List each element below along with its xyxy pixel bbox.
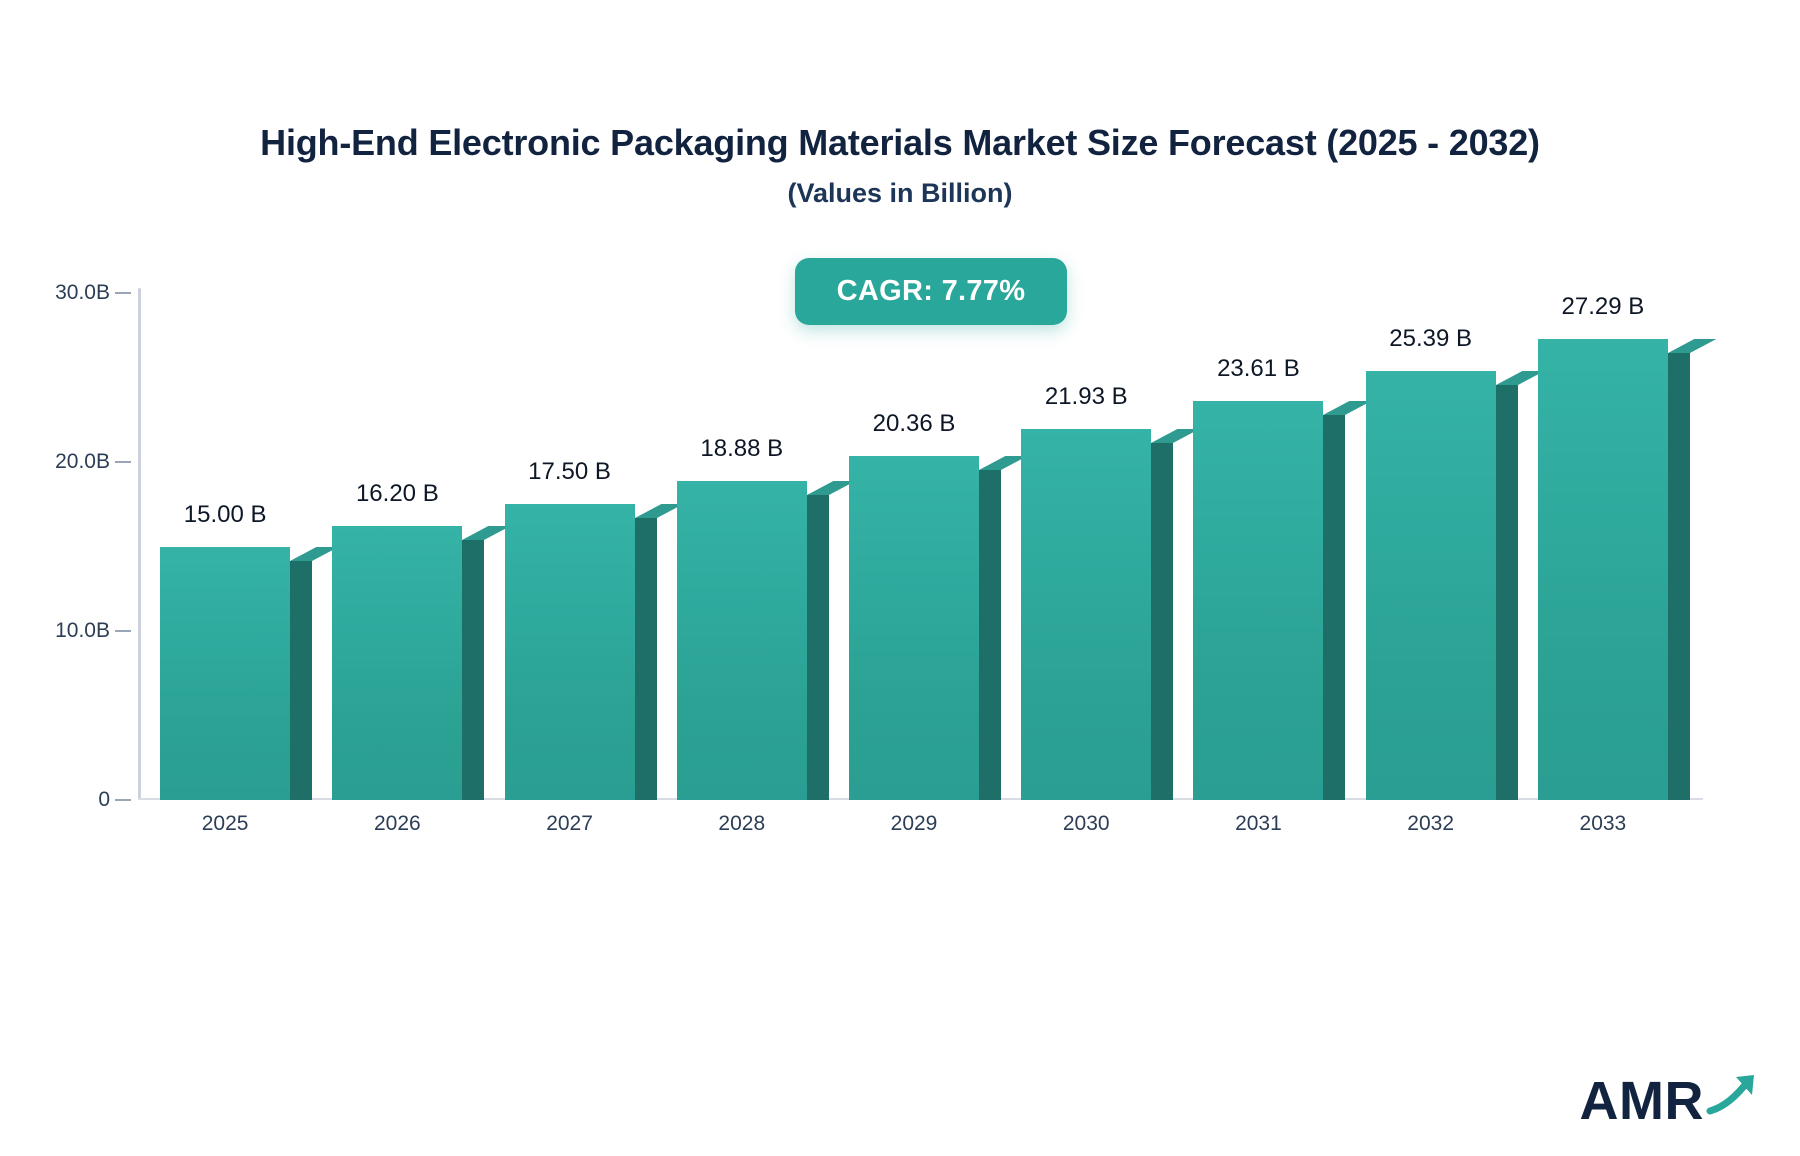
bar-value-label: 27.29 B <box>1561 292 1645 320</box>
logo-text: AMR <box>1579 1071 1704 1131</box>
bar-value-label: 17.50 B <box>528 458 611 486</box>
bar <box>676 480 856 800</box>
bar-side-face <box>462 540 485 800</box>
bar-top-face <box>1323 400 1372 415</box>
bar-front-face <box>504 504 635 800</box>
y-axis-tick-mark <box>115 799 131 801</box>
bar <box>504 504 683 800</box>
bar-front-face <box>1193 400 1324 800</box>
bar-front-face <box>676 480 807 800</box>
bar-front-face <box>160 546 291 800</box>
bar-side-face <box>806 494 829 800</box>
y-axis-tick-label: 0 <box>98 788 110 811</box>
y-axis-tick-label: 20.0B <box>55 450 110 473</box>
bar <box>332 526 511 800</box>
x-axis-category-label: 2033 <box>1579 812 1627 835</box>
y-axis-labels: 0 10.0B 20.0B 30.0B <box>0 0 110 1156</box>
bar-value-label: 23.61 B <box>1217 354 1300 382</box>
bar-top-face <box>1151 429 1200 444</box>
y-axis-tick-mark <box>115 292 131 294</box>
x-axis-category-label: 2027 <box>546 812 593 835</box>
bar-top-face <box>634 504 683 519</box>
bar <box>1365 370 1544 800</box>
bar-value-label: 25.39 B <box>1389 324 1473 352</box>
bar <box>160 546 339 800</box>
y-axis-tick-mark <box>115 630 131 632</box>
x-axis-category-label: 2030 <box>1062 812 1110 835</box>
bar-top-face <box>1667 338 1717 353</box>
bar-value-label: 15.00 B <box>183 500 267 528</box>
bar-top-face <box>979 455 1028 470</box>
bar-front-face <box>849 455 979 800</box>
bar-value-label: 20.36 B <box>872 409 956 437</box>
bar-value-label: 21.93 B <box>1044 383 1128 411</box>
bar-side-face <box>1667 352 1690 800</box>
bar <box>1537 338 1717 800</box>
bar <box>1193 400 1372 800</box>
bar <box>849 455 1028 800</box>
bar-front-face <box>1537 338 1668 800</box>
bar-side-face <box>1151 443 1174 800</box>
y-axis-tick-label: 10.0B <box>55 619 110 642</box>
bar-side-face <box>979 469 1001 800</box>
chart-subtitle: (Values in Billion) <box>787 178 1013 208</box>
x-axis-category-label: 2031 <box>1235 812 1282 835</box>
bar-front-face <box>332 526 463 800</box>
y-axis-tick-label: 30.0B <box>55 281 110 304</box>
cagr-badge: CAGR: 7.77% <box>795 258 1067 325</box>
bar-value-label: 18.88 B <box>700 434 784 462</box>
chart-title: High-End Electronic Packaging Materials … <box>260 122 1540 163</box>
bar-top-face <box>462 526 511 541</box>
arrow-up-right-icon <box>1706 1071 1762 1122</box>
bar-top-face <box>806 480 856 495</box>
bar-front-face <box>1365 370 1496 800</box>
bar-value-label: 16.20 B <box>355 480 439 508</box>
cagr-badge-label: CAGR: 7.77% <box>836 275 1026 307</box>
x-axis-category-label: 2028 <box>718 812 766 835</box>
bar-top-face <box>290 546 339 561</box>
x-axis-category-label: 2026 <box>373 812 421 835</box>
y-axis-line <box>138 288 141 800</box>
bar-top-face <box>1495 370 1544 385</box>
bar <box>1021 429 1200 800</box>
bar-side-face <box>634 518 657 800</box>
amr-logo: AMR <box>1580 1058 1762 1128</box>
x-axis-category-label: 2029 <box>890 812 938 835</box>
x-axis-category-label: 2025 <box>201 812 249 835</box>
y-axis-tick-mark <box>115 461 131 463</box>
x-axis-category-label: 2032 <box>1407 812 1455 835</box>
bar-side-face <box>1323 414 1346 800</box>
bar-side-face <box>290 560 313 800</box>
bar-side-face <box>1495 384 1518 800</box>
bar-front-face <box>1021 429 1152 800</box>
